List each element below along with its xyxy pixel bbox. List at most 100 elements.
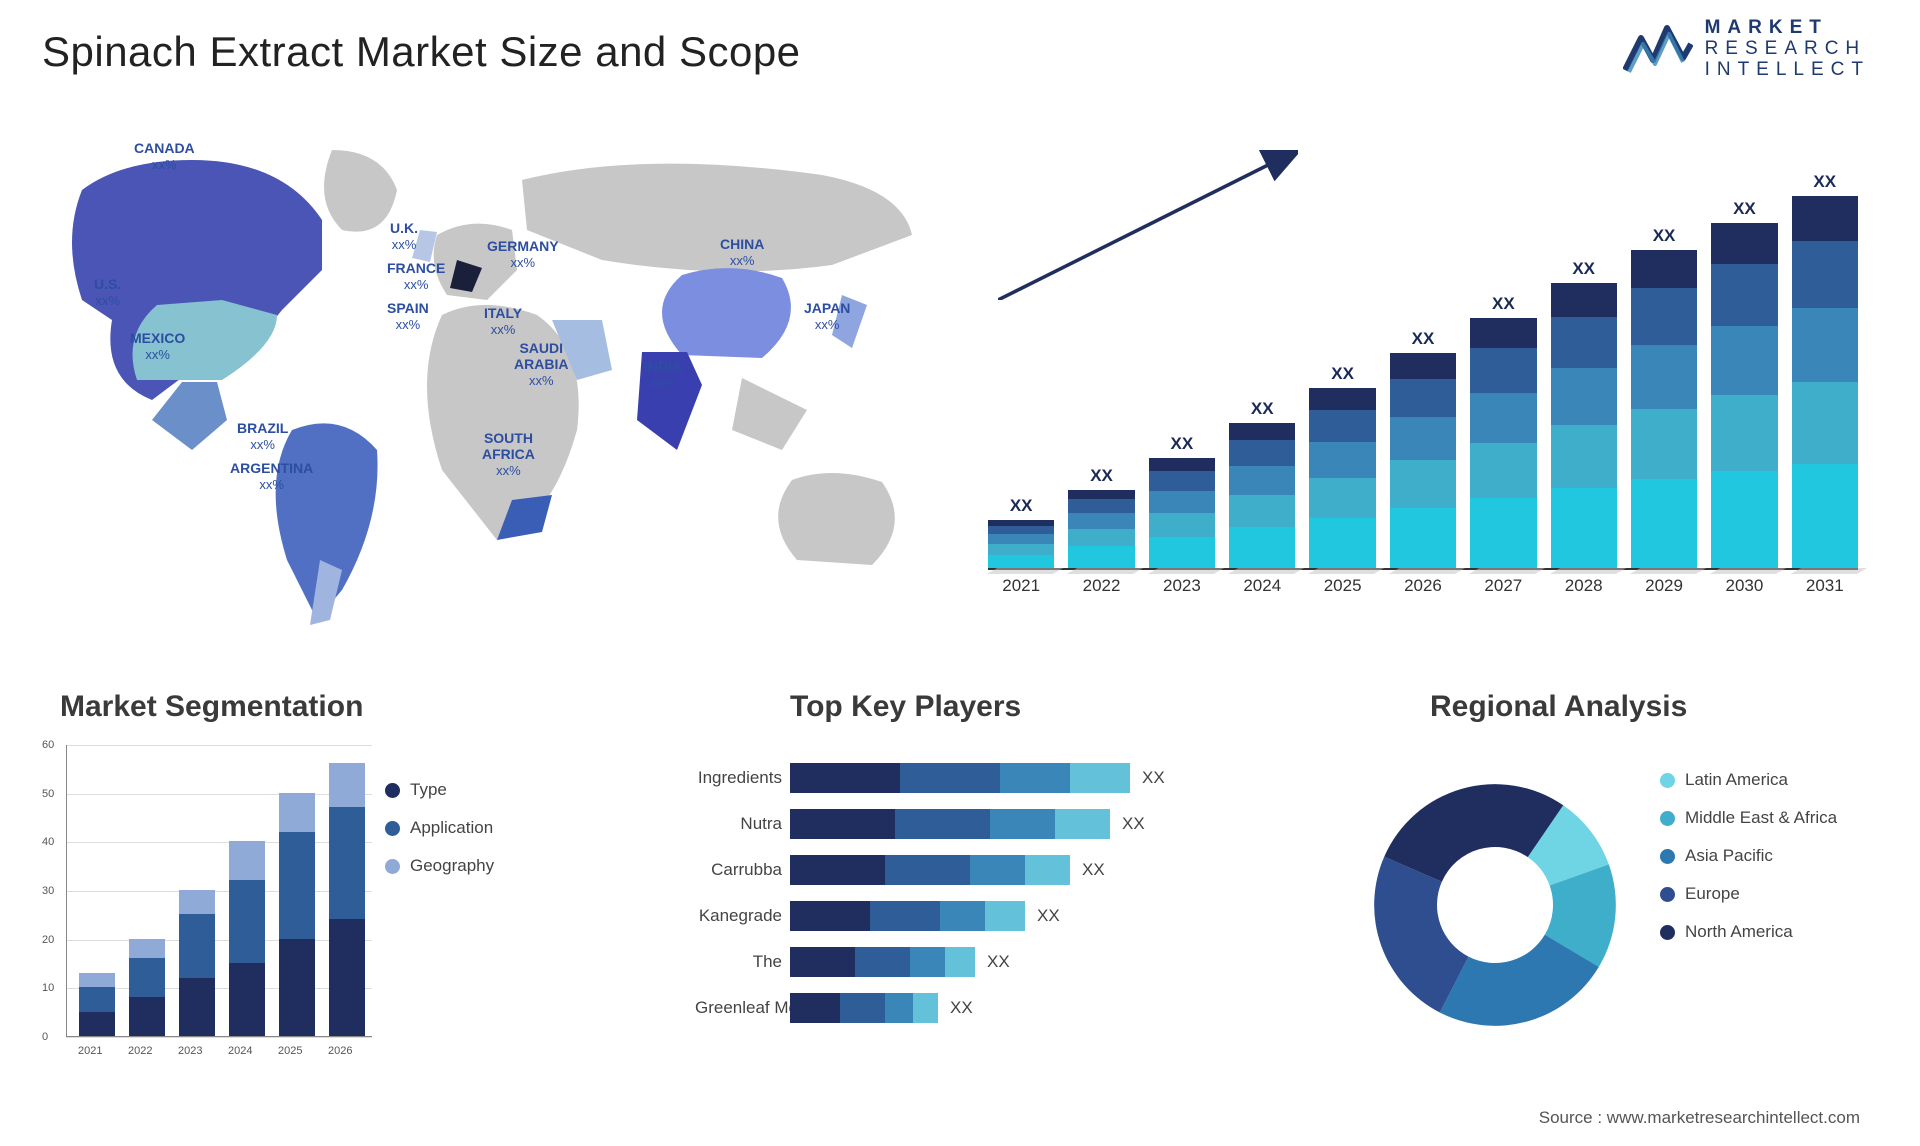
year-label: 2031 xyxy=(1792,576,1858,596)
key-player-row: CarrubbaXX xyxy=(790,852,1280,888)
bar-wrap: XX2023 xyxy=(1149,434,1215,568)
x-tick-label: 2026 xyxy=(328,1045,352,1057)
stacked-bar xyxy=(1229,423,1295,568)
logo-line3: INTELLECT xyxy=(1705,60,1870,81)
map-label: CHINAxx% xyxy=(720,236,764,269)
map-label: FRANCExx% xyxy=(387,260,445,293)
segmentation-bar xyxy=(279,793,315,1036)
year-label: 2028 xyxy=(1551,576,1617,596)
key-player-value: XX xyxy=(1122,814,1145,834)
stacked-bar xyxy=(1792,196,1858,568)
legend-item: Latin America xyxy=(1660,770,1837,790)
regional-donut-chart xyxy=(1350,760,1640,1050)
x-tick-label: 2022 xyxy=(128,1045,152,1057)
x-tick-label: 2023 xyxy=(178,1045,202,1057)
stacked-bar xyxy=(1711,223,1777,568)
bar-value-label: XX xyxy=(1251,399,1274,419)
bar-value-label: XX xyxy=(1813,172,1836,192)
bar-wrap: XX2029 xyxy=(1631,226,1697,568)
key-player-value: XX xyxy=(1082,860,1105,880)
map-label: U.K.xx% xyxy=(390,220,418,253)
key-player-label: Kanegrade xyxy=(695,906,790,926)
legend-item: Middle East & Africa xyxy=(1660,808,1837,828)
y-tick-label: 40 xyxy=(42,836,54,848)
bar-value-label: XX xyxy=(1733,199,1756,219)
y-tick-label: 10 xyxy=(42,982,54,994)
segmentation-legend: TypeApplicationGeography xyxy=(385,780,494,894)
stacked-bar xyxy=(1149,458,1215,568)
logo-line1: MARKET xyxy=(1705,18,1870,39)
map-label: ITALYxx% xyxy=(484,305,522,338)
stacked-bar xyxy=(1551,283,1617,568)
key-player-row: TheXX xyxy=(790,944,1280,980)
bar-value-label: XX xyxy=(1492,294,1515,314)
key-player-value: XX xyxy=(950,998,973,1018)
regional-legend: Latin America Middle East & Africa Asia Pa… xyxy=(1660,770,1837,960)
y-tick-label: 0 xyxy=(42,1031,48,1043)
page-title: Spinach Extract Market Size and Scope xyxy=(42,28,801,76)
year-label: 2025 xyxy=(1309,576,1375,596)
legend-item: Geography xyxy=(385,856,494,876)
bar-wrap: XX2026 xyxy=(1390,329,1456,568)
legend-item: Asia Pacific xyxy=(1660,846,1837,866)
map-label: CANADAxx% xyxy=(134,140,195,173)
year-label: 2021 xyxy=(988,576,1054,596)
stacked-bar xyxy=(1309,388,1375,568)
y-tick-label: 50 xyxy=(42,788,54,800)
bar-wrap: XX2030 xyxy=(1711,199,1777,568)
key-player-label: Ingredients xyxy=(695,768,790,788)
bar-wrap: XX2027 xyxy=(1470,294,1536,568)
key-player-row: Greenleaf MedicalXX xyxy=(790,990,1280,1026)
segmentation-bar xyxy=(79,973,115,1036)
year-label: 2030 xyxy=(1711,576,1777,596)
bar-value-label: XX xyxy=(1010,496,1033,516)
map-label: SPAINxx% xyxy=(387,300,429,333)
bar-value-label: XX xyxy=(1331,364,1354,384)
map-label: MEXICOxx% xyxy=(130,330,185,363)
stacked-bar xyxy=(988,520,1054,568)
bar-wrap: XX2024 xyxy=(1229,399,1295,568)
bar-value-label: XX xyxy=(1653,226,1676,246)
key-player-value: XX xyxy=(1142,768,1165,788)
map-label: SOUTHAFRICAxx% xyxy=(482,430,535,479)
stacked-bar xyxy=(1470,318,1536,568)
world-map: CANADAxx%U.S.xx%MEXICOxx%BRAZILxx%ARGENT… xyxy=(42,120,942,640)
legend-item: North America xyxy=(1660,922,1837,942)
x-tick-label: 2021 xyxy=(78,1045,102,1057)
map-label: U.S.xx% xyxy=(94,276,121,309)
key-players-chart: IngredientsXXNutraXXCarrubbaXXKanegradeX… xyxy=(790,760,1280,1036)
key-player-label: Greenleaf Medical xyxy=(695,998,790,1018)
logo-icon xyxy=(1623,20,1693,78)
brand-logo: MARKET RESEARCH INTELLECT xyxy=(1623,18,1870,81)
source-attribution: Source : www.marketresearchintellect.com xyxy=(1539,1108,1860,1128)
bar-wrap: XX2021 xyxy=(988,496,1054,568)
map-label: JAPANxx% xyxy=(804,300,850,333)
key-player-label: Nutra xyxy=(695,814,790,834)
regional-title: Regional Analysis xyxy=(1430,690,1687,724)
bar-wrap: XX2025 xyxy=(1309,364,1375,568)
map-svg xyxy=(42,120,942,640)
y-tick-label: 30 xyxy=(42,885,54,897)
logo-line2: RESEARCH xyxy=(1705,39,1870,60)
bar-wrap: XX2031 xyxy=(1792,172,1858,568)
map-label: GERMANYxx% xyxy=(487,238,559,271)
legend-item: Type xyxy=(385,780,494,800)
x-tick-label: 2025 xyxy=(278,1045,302,1057)
year-label: 2024 xyxy=(1229,576,1295,596)
legend-item: Europe xyxy=(1660,884,1837,904)
bar-wrap: XX2022 xyxy=(1068,466,1134,568)
segmentation-title: Market Segmentation xyxy=(60,690,363,724)
key-player-row: IngredientsXX xyxy=(790,760,1280,796)
stacked-bar xyxy=(1390,353,1456,568)
segmentation-chart: 0102030405060 202120222023202420252026 xyxy=(42,745,372,1065)
donut-slice xyxy=(1384,784,1563,882)
segmentation-bar xyxy=(229,841,265,1036)
year-label: 2023 xyxy=(1149,576,1215,596)
year-label: 2027 xyxy=(1470,576,1536,596)
segmentation-bar xyxy=(129,939,165,1036)
year-label: 2026 xyxy=(1390,576,1456,596)
year-label: 2022 xyxy=(1068,576,1134,596)
key-player-row: KanegradeXX xyxy=(790,898,1280,934)
y-tick-label: 20 xyxy=(42,934,54,946)
bar-value-label: XX xyxy=(1090,466,1113,486)
